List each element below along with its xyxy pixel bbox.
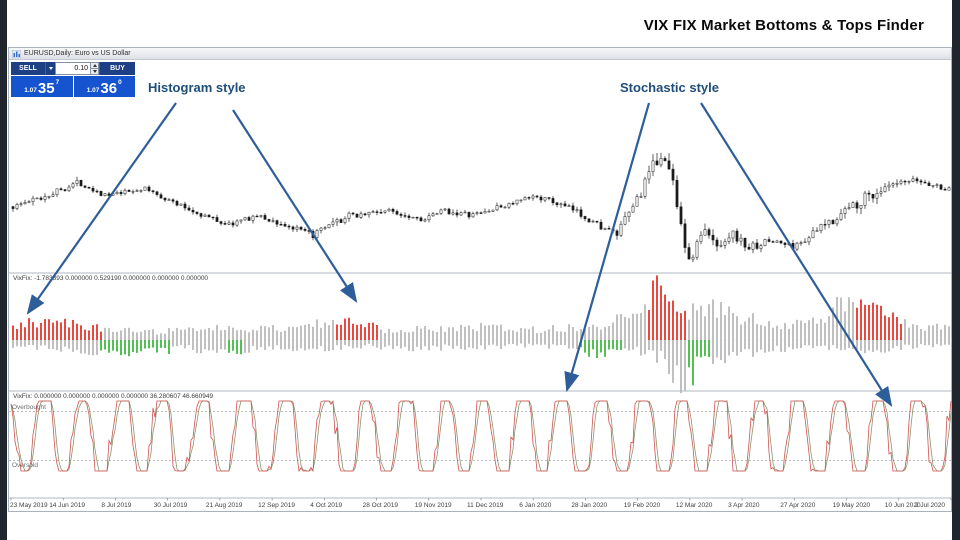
x-axis-label: 8 Jul 2019 bbox=[101, 502, 131, 509]
x-axis-label: 14 Jun 2019 bbox=[49, 502, 85, 509]
chart-icon bbox=[12, 49, 21, 58]
histogram-indicator-label: VixFix: -1.783393 0.000000 0.529190 0.00… bbox=[13, 275, 209, 282]
buy-button[interactable]: BUY bbox=[99, 62, 135, 75]
x-axis-label: 30 Jul 2019 bbox=[154, 502, 188, 509]
volume-increase-button[interactable] bbox=[91, 63, 98, 68]
x-axis-label: 23 May 2019 bbox=[10, 502, 48, 509]
volume-value: 0.10 bbox=[74, 65, 88, 72]
x-axis-label: 28 Oct 2019 bbox=[363, 502, 399, 509]
slide-edge-left bbox=[0, 0, 7, 540]
x-axis-label: 3 Apr 2020 bbox=[728, 502, 760, 509]
slide-title: VIX FIX Market Bottoms & Tops Finder bbox=[643, 17, 924, 34]
x-axis-label: 6 Jan 2020 bbox=[519, 502, 552, 509]
chevron-down-icon bbox=[48, 67, 53, 70]
sell-button[interactable]: SELL bbox=[11, 62, 45, 75]
x-axis-label: 12 Sep 2019 bbox=[258, 502, 295, 509]
x-axis-label: 19 Feb 2020 bbox=[624, 502, 661, 509]
chevron-down-icon bbox=[92, 70, 97, 73]
volume-stepper bbox=[90, 63, 98, 74]
x-axis-label: 2 Jul 2020 bbox=[915, 502, 945, 509]
x-axis-label: 4 Oct 2019 bbox=[310, 502, 342, 509]
sell-price-big: 35 bbox=[37, 80, 55, 97]
buy-price[interactable]: 1.07 36 0 bbox=[73, 76, 135, 97]
x-axis-label: 19 Nov 2019 bbox=[415, 502, 452, 509]
slide-edge-right bbox=[952, 0, 960, 540]
window-titlebar[interactable]: EURUSD,Daily: Euro vs US Dollar bbox=[9, 48, 951, 60]
buy-price-prefix: 1.07 bbox=[86, 87, 100, 94]
buy-price-pipette: 0 bbox=[118, 79, 122, 86]
x-axis-label: 12 Mar 2020 bbox=[676, 502, 713, 509]
buy-price-big: 36 bbox=[100, 80, 118, 97]
x-axis-label: 11 Dec 2019 bbox=[467, 502, 504, 509]
x-axis-label: 10 Jun 2020 bbox=[885, 502, 921, 509]
chart-window: 23 May 2019 14 Jun 2019 8 Jul 2019 30 Jul 2… bbox=[8, 47, 953, 512]
x-axis-label: 19 May 2020 bbox=[833, 502, 871, 509]
sell-price-pipette: 7 bbox=[55, 79, 60, 86]
sell-price-prefix: 1.07 bbox=[24, 87, 37, 94]
window-title: EURUSD,Daily: Euro vs US Dollar bbox=[24, 50, 131, 57]
volume-input[interactable]: 0.10 bbox=[55, 62, 99, 75]
oversold-label: Oversold bbox=[12, 462, 39, 469]
x-axis-label: 28 Jan 2020 bbox=[571, 502, 607, 509]
sell-order-type-dropdown[interactable] bbox=[45, 62, 55, 75]
x-axis-label: 21 Aug 2019 bbox=[206, 502, 243, 509]
one-click-trading-widget: SELL 0.10 BUY 1.07 35 7 1. bbox=[11, 62, 135, 97]
stochastic-indicator-label: VixFix: 0.000000 0.000000 0.000000 0.000… bbox=[13, 393, 214, 400]
sell-price[interactable]: 1.07 35 7 bbox=[11, 76, 73, 97]
chevron-up-icon bbox=[92, 64, 97, 67]
x-axis-label: 27 Apr 2020 bbox=[780, 502, 815, 509]
overbought-label: Overbought bbox=[12, 404, 46, 411]
annotation-histogram-style: Histogram style bbox=[148, 80, 246, 95]
annotation-stochastic-style: Stochastic style bbox=[620, 80, 719, 95]
volume-decrease-button[interactable] bbox=[91, 68, 98, 74]
